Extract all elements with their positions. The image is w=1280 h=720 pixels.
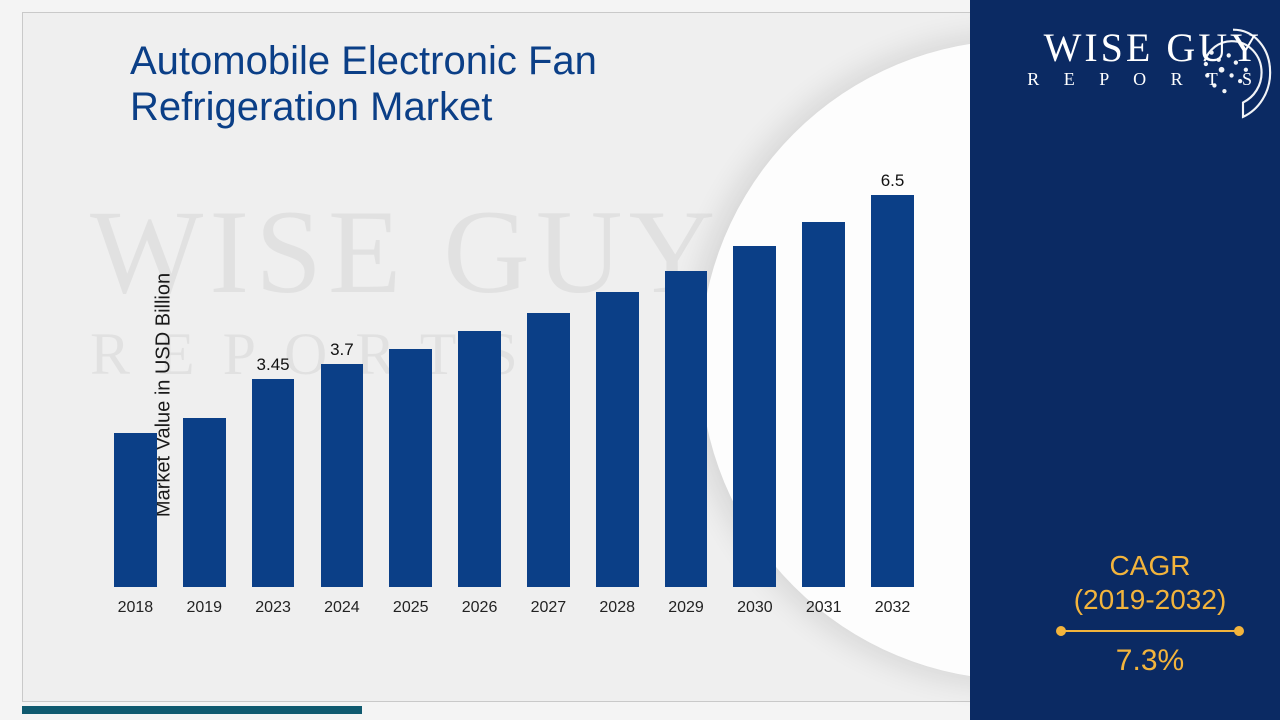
bar-column: 6.5 bbox=[865, 165, 920, 587]
x-tick-label: 2023 bbox=[246, 593, 301, 625]
logo-line1: WISE GUY bbox=[1027, 28, 1262, 68]
x-tick-label: 2031 bbox=[796, 593, 851, 625]
sidebar: WISE GUY R E P O R T S CAGR (2019-2032) … bbox=[970, 0, 1280, 720]
x-tick-label: 2029 bbox=[659, 593, 714, 625]
x-tick-label: 2018 bbox=[108, 593, 163, 625]
bar-column bbox=[452, 165, 507, 587]
bar-column bbox=[108, 165, 163, 587]
bar-column bbox=[383, 165, 438, 587]
cagr-block: CAGR (2019-2032) 7.3% bbox=[1020, 550, 1280, 678]
x-tick-label: 2030 bbox=[727, 593, 782, 625]
brand-logo: WISE GUY R E P O R T S bbox=[1027, 28, 1262, 88]
bar-column bbox=[796, 165, 851, 587]
x-tick-label: 2024 bbox=[314, 593, 369, 625]
bar bbox=[321, 364, 364, 587]
bar bbox=[871, 195, 914, 587]
plot-area: 3.45 3.7 6.5 bbox=[108, 165, 920, 587]
logo-line2: R E P O R T S bbox=[1027, 70, 1262, 88]
chart-title: Automobile Electronic Fan Refrigeration … bbox=[130, 38, 750, 130]
x-tick-label: 2026 bbox=[452, 593, 507, 625]
bar-column bbox=[659, 165, 714, 587]
x-tick-label: 2028 bbox=[590, 593, 645, 625]
bar bbox=[802, 222, 845, 587]
bar bbox=[596, 292, 639, 587]
bar-value-label: 3.45 bbox=[257, 355, 290, 375]
bar bbox=[114, 433, 157, 587]
bar-value-label: 6.5 bbox=[881, 171, 905, 191]
bar bbox=[733, 246, 776, 587]
bar-column: 3.7 bbox=[314, 165, 369, 587]
bar bbox=[389, 349, 432, 587]
bar bbox=[252, 379, 295, 587]
x-tick-label: 2019 bbox=[177, 593, 232, 625]
x-tick-label: 2027 bbox=[521, 593, 576, 625]
bar-value-label: 3.7 bbox=[330, 340, 354, 360]
footer-accent bbox=[22, 706, 362, 714]
bar bbox=[665, 271, 708, 588]
bar-column bbox=[521, 165, 576, 587]
x-tick-label: 2032 bbox=[865, 593, 920, 625]
bar-column bbox=[590, 165, 645, 587]
bar-column bbox=[727, 165, 782, 587]
cagr-label-1: CAGR bbox=[1020, 550, 1280, 582]
x-axis-labels: 2018 2019 2023 2024 2025 2026 2027 2028 2029 2030… bbox=[108, 593, 920, 625]
bar-column bbox=[177, 165, 232, 587]
cagr-label-2: (2019-2032) bbox=[1020, 584, 1280, 616]
bar bbox=[458, 331, 501, 587]
bar-chart: Market Value in USD Billion 3.453.76.5 2… bbox=[90, 165, 920, 625]
bar-column: 3.45 bbox=[246, 165, 301, 587]
bar bbox=[527, 313, 570, 587]
cagr-value: 7.3% bbox=[1020, 644, 1280, 678]
bar bbox=[183, 418, 226, 587]
cagr-separator bbox=[1060, 630, 1240, 632]
x-tick-label: 2025 bbox=[383, 593, 438, 625]
